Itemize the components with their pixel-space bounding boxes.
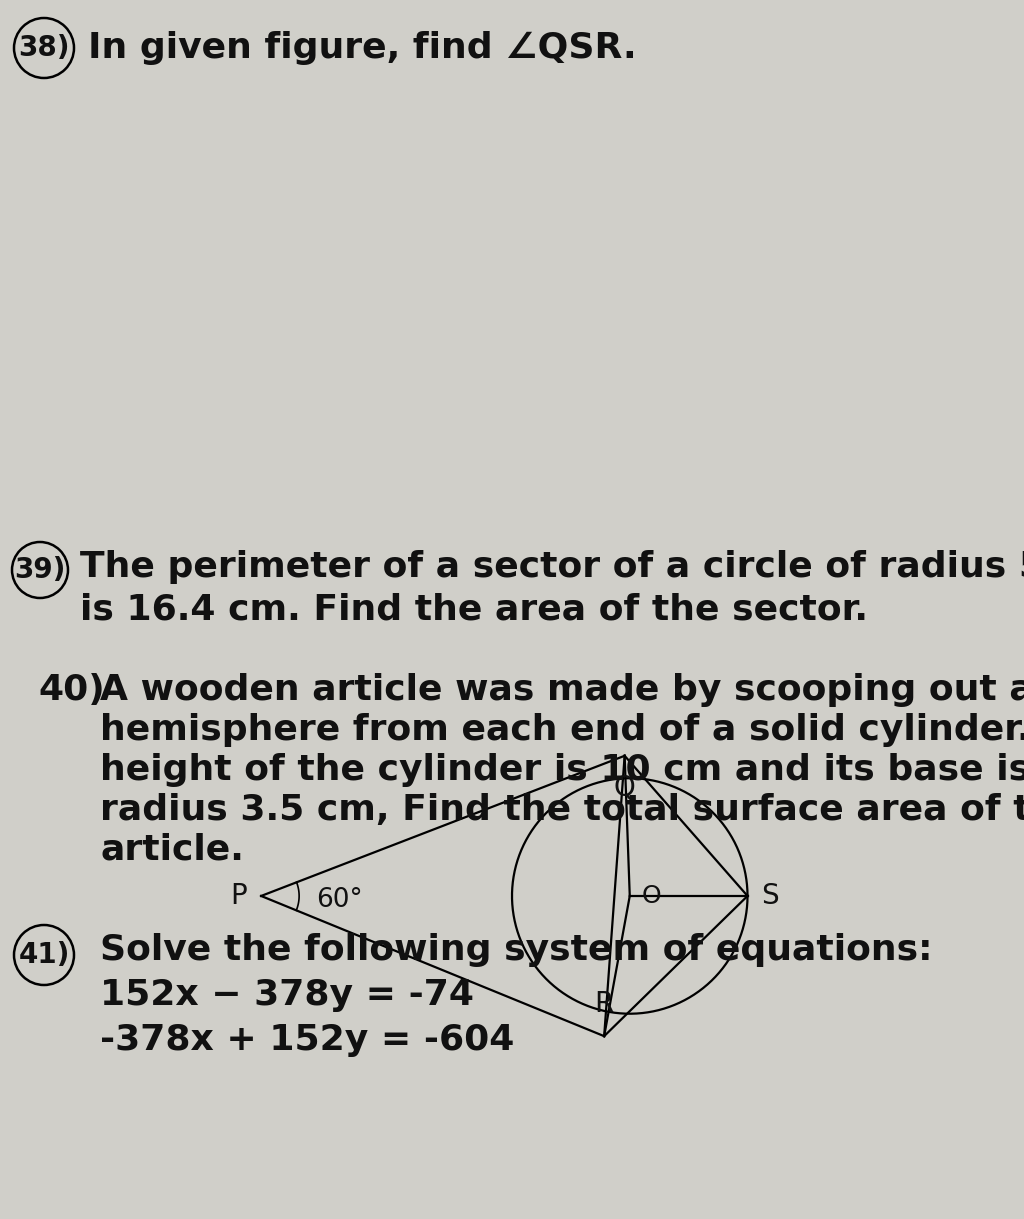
Text: The perimeter of a sector of a circle of radius 5.2 cm: The perimeter of a sector of a circle of…	[80, 550, 1024, 584]
Text: 60°: 60°	[316, 887, 362, 913]
Text: height of the cylinder is 10 cm and its base is of: height of the cylinder is 10 cm and its …	[100, 753, 1024, 787]
Text: is 16.4 cm. Find the area of the sector.: is 16.4 cm. Find the area of the sector.	[80, 592, 868, 627]
Text: 41): 41)	[18, 941, 70, 969]
Text: R: R	[595, 990, 613, 1018]
Text: In given figure, find ∠QSR.: In given figure, find ∠QSR.	[88, 30, 637, 65]
Text: hemisphere from each end of a solid cylinder. If the: hemisphere from each end of a solid cyli…	[100, 713, 1024, 747]
Text: Solve the following system of equations:: Solve the following system of equations:	[100, 933, 933, 967]
Text: -378x + 152y = -604: -378x + 152y = -604	[100, 1023, 514, 1057]
Text: Q: Q	[613, 774, 636, 802]
Text: article.: article.	[100, 833, 244, 867]
Text: 38): 38)	[18, 34, 70, 62]
Text: O: O	[642, 884, 662, 908]
Text: S: S	[762, 883, 779, 909]
Text: 152x − 378y = -74: 152x − 378y = -74	[100, 978, 474, 1012]
Text: 39): 39)	[14, 556, 66, 584]
Text: A wooden article was made by scooping out a: A wooden article was made by scooping ou…	[100, 673, 1024, 707]
Text: P: P	[230, 883, 247, 909]
Text: radius 3.5 cm, Find the total surface area of the: radius 3.5 cm, Find the total surface ar…	[100, 794, 1024, 826]
Text: 40): 40)	[38, 673, 104, 707]
